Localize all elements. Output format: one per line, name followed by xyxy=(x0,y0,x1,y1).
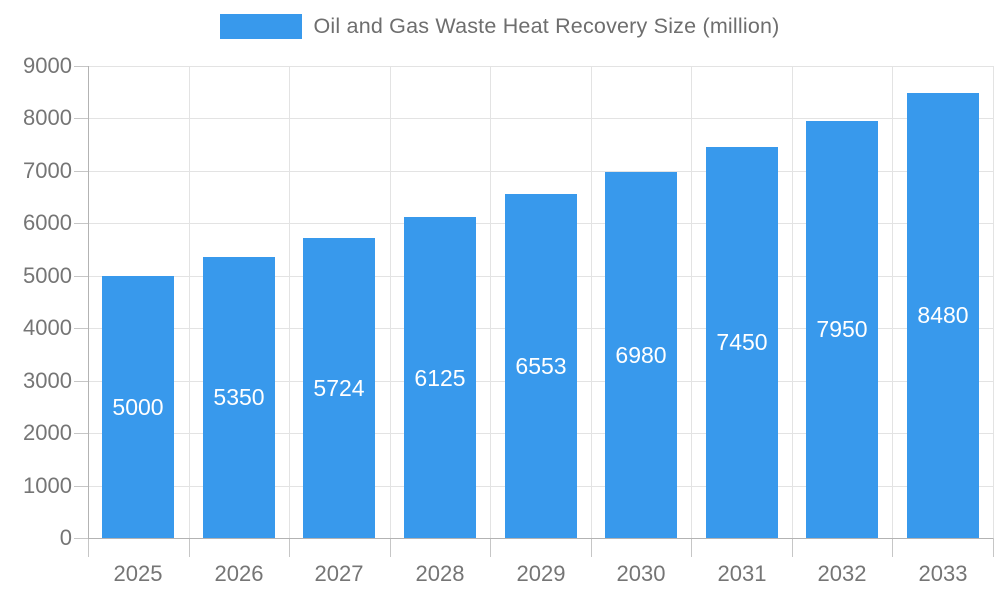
y-tick-label: 5000 xyxy=(23,263,72,288)
x-tick-label: 2027 xyxy=(314,561,364,586)
y-tick-label: 4000 xyxy=(23,315,72,340)
y-tick-mark xyxy=(74,118,88,119)
x-tick-mark xyxy=(88,538,89,557)
bar-value-label: 8480 xyxy=(917,302,969,328)
x-gridline xyxy=(993,66,994,538)
y-gridline xyxy=(88,118,993,119)
y-gridline xyxy=(88,171,993,172)
bar-2033: 8480 xyxy=(907,93,979,538)
x-tick-mark xyxy=(490,538,491,557)
x-axis-line xyxy=(88,538,993,539)
bar-2031: 7450 xyxy=(706,147,778,538)
y-tick-label: 7000 xyxy=(23,158,72,183)
x-gridline xyxy=(591,66,592,538)
x-gridline xyxy=(390,66,391,538)
y-tick-mark xyxy=(74,171,88,172)
bar-2030: 6980 xyxy=(605,172,677,538)
bar-value-label: 6980 xyxy=(615,342,667,368)
x-tick-mark xyxy=(792,538,793,557)
bar-value-label: 7450 xyxy=(716,329,768,355)
y-gridline xyxy=(88,66,993,67)
y-tick-mark xyxy=(74,486,88,487)
bar-2026: 5350 xyxy=(203,257,275,538)
x-tick-mark xyxy=(892,538,893,557)
x-tick-label: 2030 xyxy=(616,561,666,586)
legend-label: Oil and Gas Waste Heat Recovery Size (mi… xyxy=(313,14,780,38)
x-tick-mark xyxy=(189,538,190,557)
y-tick-mark xyxy=(74,538,88,539)
y-tick-label: 1000 xyxy=(23,473,72,498)
y-tick-mark xyxy=(74,433,88,434)
bar-2028: 6125 xyxy=(404,217,476,538)
x-tick-mark xyxy=(691,538,692,557)
bar-2032: 7950 xyxy=(806,121,878,538)
bar-2025: 5000 xyxy=(102,276,174,538)
y-axis-line xyxy=(88,66,89,539)
y-tick-label: 2000 xyxy=(23,420,72,445)
x-tick-label: 2029 xyxy=(516,561,566,586)
legend-item[interactable]: Oil and Gas Waste Heat Recovery Size (mi… xyxy=(220,14,779,39)
x-gridline xyxy=(892,66,893,538)
bar-value-label: 5724 xyxy=(313,375,365,401)
y-tick-label: 0 xyxy=(59,525,72,550)
x-tick-mark xyxy=(993,538,994,557)
y-tick-mark xyxy=(74,223,88,224)
x-gridline xyxy=(691,66,692,538)
bar-value-label: 7950 xyxy=(816,316,868,342)
y-tick-mark xyxy=(74,381,88,382)
legend: Oil and Gas Waste Heat Recovery Size (mi… xyxy=(0,14,1000,39)
y-tick-label: 8000 xyxy=(23,105,72,130)
y-tick-mark xyxy=(74,66,88,67)
x-tick-label: 2032 xyxy=(817,561,867,586)
bar-value-label: 5350 xyxy=(213,384,265,410)
x-gridline xyxy=(189,66,190,538)
bar-2027: 5724 xyxy=(303,238,375,538)
x-gridline xyxy=(792,66,793,538)
x-tick-label: 2033 xyxy=(918,561,968,586)
x-tick-label: 2031 xyxy=(717,561,767,586)
x-tick-mark xyxy=(390,538,391,557)
x-gridline xyxy=(289,66,290,538)
x-gridline xyxy=(490,66,491,538)
x-tick-mark xyxy=(289,538,290,557)
x-tick-label: 2025 xyxy=(113,561,163,586)
bar-value-label: 5000 xyxy=(112,394,164,420)
y-tick-label: 6000 xyxy=(23,210,72,235)
y-tick-mark xyxy=(74,328,88,329)
y-tick-label: 3000 xyxy=(23,368,72,393)
bar-value-label: 6125 xyxy=(414,365,466,391)
y-tick-label: 9000 xyxy=(23,53,72,78)
legend-swatch xyxy=(220,14,303,39)
x-tick-mark xyxy=(591,538,592,557)
x-tick-label: 2028 xyxy=(415,561,465,586)
y-tick-mark xyxy=(74,276,88,277)
bar-value-label: 6553 xyxy=(515,353,567,379)
x-tick-label: 2026 xyxy=(214,561,264,586)
bar-2029: 6553 xyxy=(505,194,577,538)
